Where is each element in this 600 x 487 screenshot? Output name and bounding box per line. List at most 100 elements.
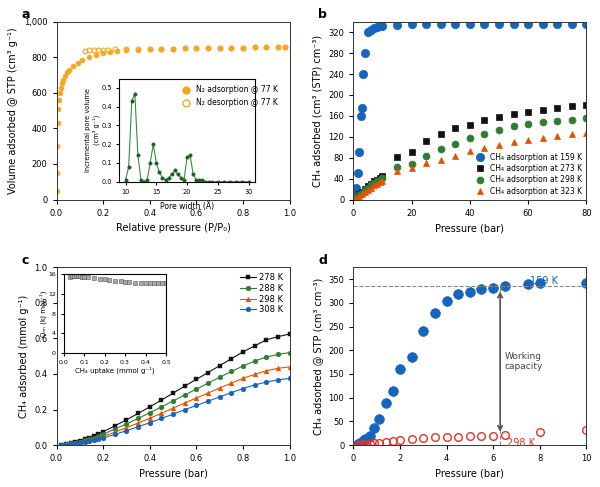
CH₄ adsorption at 273 K bbox=[437, 131, 444, 136]
278 K bbox=[62, 441, 70, 447]
298 K bbox=[81, 438, 88, 444]
278 K bbox=[95, 431, 102, 437]
278 K bbox=[71, 439, 79, 445]
CH₄ adsorption at 298 K bbox=[379, 175, 386, 181]
CH₄ adsorption at 159 K bbox=[568, 21, 575, 27]
X-axis label: Pressure (bar): Pressure (bar) bbox=[436, 468, 504, 479]
CH₄ adsorption at 323 K bbox=[422, 160, 430, 166]
298 K bbox=[134, 420, 142, 426]
CH₄ adsorption at 159 K bbox=[437, 21, 444, 27]
CH₄ adsorption at 159 K bbox=[466, 21, 473, 27]
CH₄ adsorption at 159 K bbox=[408, 21, 415, 27]
X-axis label: Pressure (bar): Pressure (bar) bbox=[436, 223, 504, 233]
298 K bbox=[263, 368, 270, 374]
CH₄ adsorption at 298 K bbox=[351, 196, 358, 202]
278 K bbox=[239, 349, 247, 355]
CH₄ adsorption at 298 K bbox=[364, 185, 371, 191]
298 K bbox=[95, 435, 102, 441]
CH₄ adsorption at 159 K bbox=[354, 170, 361, 176]
CH₄ adsorption at 159 K bbox=[496, 21, 503, 27]
308 K bbox=[86, 438, 93, 444]
Line: CH₄ adsorption at 273 K: CH₄ adsorption at 273 K bbox=[351, 102, 590, 202]
CH₄ adsorption at 323 K bbox=[524, 137, 532, 143]
308 K bbox=[263, 379, 270, 385]
Text: Working
capacity: Working capacity bbox=[505, 352, 543, 372]
CH₄ adsorption at 273 K bbox=[408, 150, 415, 155]
Text: c: c bbox=[22, 254, 29, 267]
278 K bbox=[158, 397, 165, 403]
CH₄ adsorption at 273 K bbox=[481, 117, 488, 123]
308 K bbox=[62, 442, 70, 448]
CH₄ adsorption at 323 K bbox=[367, 185, 374, 191]
298 K bbox=[239, 375, 247, 381]
CH₄ adsorption at 298 K bbox=[358, 190, 365, 196]
CH₄ adsorption at 159 K bbox=[367, 27, 374, 33]
298 K bbox=[158, 411, 165, 416]
CH₄ adsorption at 298 K bbox=[367, 183, 374, 188]
CH₄ adsorption at 323 K bbox=[554, 133, 561, 139]
CH₄ adsorption at 159 K bbox=[539, 21, 546, 27]
308 K bbox=[216, 394, 223, 400]
CH₄ adsorption at 323 K bbox=[361, 189, 368, 195]
288 K bbox=[71, 440, 79, 446]
Line: CH₄ adsorption at 159 K: CH₄ adsorption at 159 K bbox=[350, 19, 590, 203]
298 K bbox=[274, 365, 281, 371]
CH₄ adsorption at 159 K bbox=[481, 21, 488, 27]
CH₄ adsorption at 323 K bbox=[379, 178, 386, 184]
CH₄ adsorption at 159 K bbox=[356, 150, 363, 155]
CH₄ adsorption at 159 K bbox=[364, 29, 371, 35]
CH₄ adsorption at 273 K bbox=[554, 105, 561, 111]
CH₄ adsorption at 323 K bbox=[364, 187, 371, 193]
CH₄ adsorption at 159 K bbox=[583, 21, 590, 27]
CH₄ adsorption at 323 K bbox=[466, 149, 473, 154]
288 K bbox=[111, 426, 118, 432]
CH₄ adsorption at 273 K bbox=[370, 178, 377, 184]
CH₄ adsorption at 323 K bbox=[408, 165, 415, 171]
Line: 298 K: 298 K bbox=[59, 364, 292, 447]
278 K bbox=[216, 363, 223, 369]
CH₄ adsorption at 159 K bbox=[370, 25, 377, 31]
CH₄ adsorption at 323 K bbox=[481, 145, 488, 151]
Line: 308 K: 308 K bbox=[59, 376, 292, 448]
278 K bbox=[86, 435, 93, 441]
CH₄ adsorption at 159 K bbox=[358, 105, 365, 111]
308 K bbox=[76, 440, 83, 446]
CH₄ adsorption at 273 K bbox=[394, 154, 401, 160]
CH₄ adsorption at 298 K bbox=[361, 187, 368, 193]
Y-axis label: CH₄ adsorbed @ STP (cm³ cm⁻³): CH₄ adsorbed @ STP (cm³ cm⁻³) bbox=[313, 278, 323, 435]
CH₄ adsorption at 298 K bbox=[353, 194, 360, 200]
CH₄ adsorption at 298 K bbox=[437, 147, 444, 152]
CH₄ adsorption at 298 K bbox=[539, 119, 546, 125]
Legend: 278 K, 288 K, 298 K, 308 K: 278 K, 288 K, 298 K, 308 K bbox=[240, 273, 283, 314]
308 K bbox=[81, 439, 88, 445]
CH₄ adsorption at 273 K bbox=[361, 186, 368, 192]
298 K bbox=[205, 390, 212, 396]
CH₄ adsorption at 273 K bbox=[452, 126, 459, 131]
288 K bbox=[263, 354, 270, 360]
CH₄ adsorption at 298 K bbox=[583, 115, 590, 121]
CH₄ adsorption at 323 K bbox=[583, 130, 590, 135]
CH₄ adsorption at 323 K bbox=[353, 195, 360, 201]
308 K bbox=[193, 403, 200, 409]
278 K bbox=[169, 390, 176, 396]
288 K bbox=[76, 439, 83, 445]
Y-axis label: CH₄ adsorbed (mmol g⁻¹): CH₄ adsorbed (mmol g⁻¹) bbox=[19, 295, 29, 418]
288 K bbox=[228, 369, 235, 375]
Line: 288 K: 288 K bbox=[59, 350, 292, 447]
CH₄ adsorption at 273 K bbox=[364, 184, 371, 189]
CH₄ adsorption at 298 K bbox=[394, 164, 401, 170]
288 K bbox=[169, 398, 176, 404]
CH₄ adsorption at 273 K bbox=[379, 173, 386, 179]
308 K bbox=[134, 424, 142, 430]
CH₄ adsorption at 273 K bbox=[583, 102, 590, 108]
278 K bbox=[76, 438, 83, 444]
CH₄ adsorption at 298 K bbox=[452, 141, 459, 147]
288 K bbox=[158, 404, 165, 410]
278 K bbox=[146, 404, 154, 410]
278 K bbox=[90, 433, 97, 439]
298 K bbox=[62, 441, 70, 447]
288 K bbox=[193, 386, 200, 392]
288 K bbox=[216, 374, 223, 380]
CH₄ adsorption at 159 K bbox=[351, 194, 358, 200]
278 K bbox=[193, 376, 200, 382]
